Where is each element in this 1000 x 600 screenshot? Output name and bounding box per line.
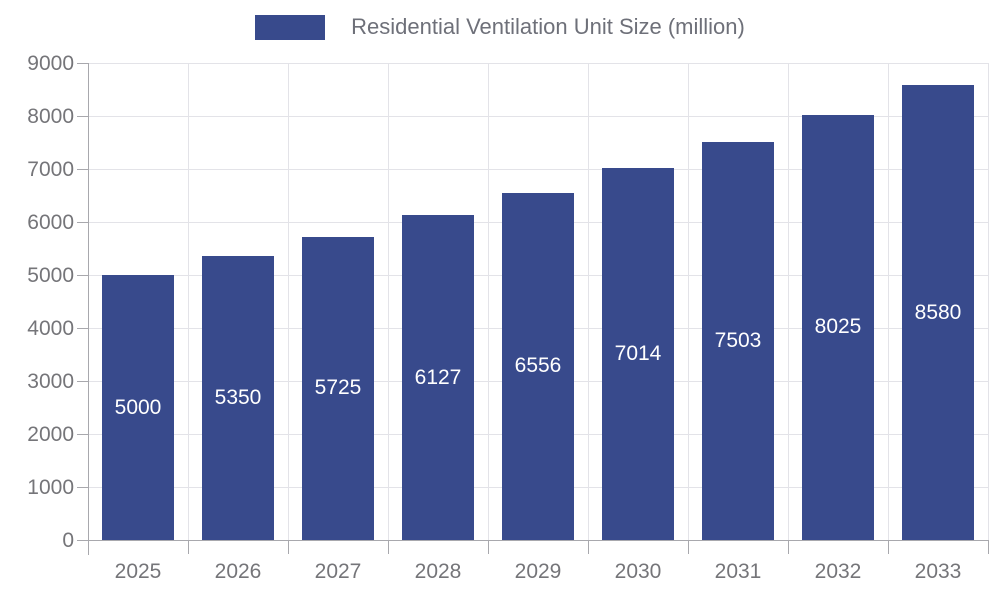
gridline-vertical bbox=[688, 63, 689, 540]
y-axis-tick bbox=[77, 169, 88, 170]
x-axis-tick bbox=[688, 540, 689, 554]
gridline-horizontal bbox=[88, 116, 988, 117]
plot-area: 5000 5350 5725 6127 6556 7014 7503 8025 8580 bbox=[88, 63, 989, 540]
gridline-horizontal bbox=[88, 169, 988, 170]
x-axis-tick-label: 2025 bbox=[114, 560, 162, 583]
bar-2031[interactable]: 7503 bbox=[702, 142, 774, 540]
x-axis-tick-label: 2027 bbox=[314, 560, 362, 583]
x-axis-tick-label: 2031 bbox=[714, 560, 762, 583]
x-axis-tick-label: 2028 bbox=[414, 560, 462, 583]
x-axis-tick bbox=[188, 540, 189, 554]
bar-value-label: 5725 bbox=[314, 376, 362, 400]
x-axis-tick bbox=[288, 540, 289, 554]
x-axis-tick bbox=[588, 540, 589, 554]
x-axis-tick-label: 2026 bbox=[214, 560, 262, 583]
legend-label: Residential Ventilation Unit Size (milli… bbox=[351, 14, 745, 39]
chart-legend[interactable]: Residential Ventilation Unit Size (milli… bbox=[0, 14, 1000, 40]
bar-value-label: 5350 bbox=[214, 386, 262, 410]
bar-2027[interactable]: 5725 bbox=[302, 236, 374, 540]
y-axis-tick bbox=[77, 434, 88, 435]
y-axis-tick-label: 0 bbox=[62, 529, 74, 552]
gridline-vertical bbox=[188, 63, 189, 540]
bar-2032[interactable]: 8025 bbox=[802, 114, 874, 540]
gridline-horizontal bbox=[88, 63, 988, 64]
x-axis-tick-label: 2030 bbox=[614, 560, 662, 583]
bar-value-label: 8580 bbox=[914, 300, 962, 324]
bar-2028[interactable]: 6127 bbox=[402, 215, 474, 540]
bar-value-label: 5000 bbox=[114, 395, 162, 419]
y-axis-tick-label: 4000 bbox=[27, 317, 74, 340]
gridline-vertical bbox=[388, 63, 389, 540]
bar-value-label: 7503 bbox=[714, 329, 762, 353]
y-axis-tick-label: 9000 bbox=[27, 52, 74, 75]
bar-2025[interactable]: 5000 bbox=[102, 275, 174, 540]
y-axis-tick-label: 2000 bbox=[27, 423, 74, 446]
y-axis-tick-label: 7000 bbox=[27, 158, 74, 181]
bar-2029[interactable]: 6556 bbox=[502, 192, 574, 540]
y-axis-tick-label: 3000 bbox=[27, 370, 74, 393]
y-axis-tick-label: 1000 bbox=[27, 476, 74, 499]
y-axis-tick bbox=[77, 222, 88, 223]
y-axis-tick bbox=[77, 116, 88, 117]
bar-2026[interactable]: 5350 bbox=[202, 256, 274, 540]
gridline-vertical bbox=[988, 63, 989, 540]
bar-2033[interactable]: 8580 bbox=[902, 85, 974, 540]
gridline-vertical bbox=[788, 63, 789, 540]
x-axis-tick bbox=[488, 540, 489, 554]
y-axis-tick bbox=[77, 487, 88, 488]
x-axis-tick bbox=[388, 540, 389, 554]
y-axis-tick-label: 8000 bbox=[27, 105, 74, 128]
bar-2030[interactable]: 7014 bbox=[602, 168, 674, 540]
x-axis-tick bbox=[888, 540, 889, 554]
x-axis-tick-label: 2033 bbox=[914, 560, 962, 583]
y-axis-tick-label: 5000 bbox=[27, 264, 74, 287]
bar-value-label: 7014 bbox=[614, 342, 662, 366]
bar-value-label: 6556 bbox=[514, 354, 562, 378]
x-axis-tick-label: 2029 bbox=[514, 560, 562, 583]
gridline-vertical bbox=[488, 63, 489, 540]
bar-value-label: 6127 bbox=[414, 365, 462, 389]
y-axis-tick-label: 6000 bbox=[27, 211, 74, 234]
gridline-vertical bbox=[888, 63, 889, 540]
gridline-vertical bbox=[588, 63, 589, 540]
x-axis-tick bbox=[88, 540, 89, 554]
y-axis-tick bbox=[77, 63, 88, 64]
x-axis-tick bbox=[988, 540, 989, 554]
y-axis-tick bbox=[77, 540, 88, 541]
bar-value-label: 8025 bbox=[814, 315, 862, 339]
gridline-vertical bbox=[288, 63, 289, 540]
x-axis-line bbox=[77, 540, 989, 541]
y-axis-tick bbox=[77, 381, 88, 382]
y-axis-line bbox=[88, 63, 89, 555]
y-axis-tick bbox=[77, 275, 88, 276]
y-axis-tick bbox=[77, 328, 88, 329]
legend-swatch bbox=[255, 14, 326, 40]
x-axis-tick bbox=[788, 540, 789, 554]
x-axis-tick-label: 2032 bbox=[814, 560, 862, 583]
